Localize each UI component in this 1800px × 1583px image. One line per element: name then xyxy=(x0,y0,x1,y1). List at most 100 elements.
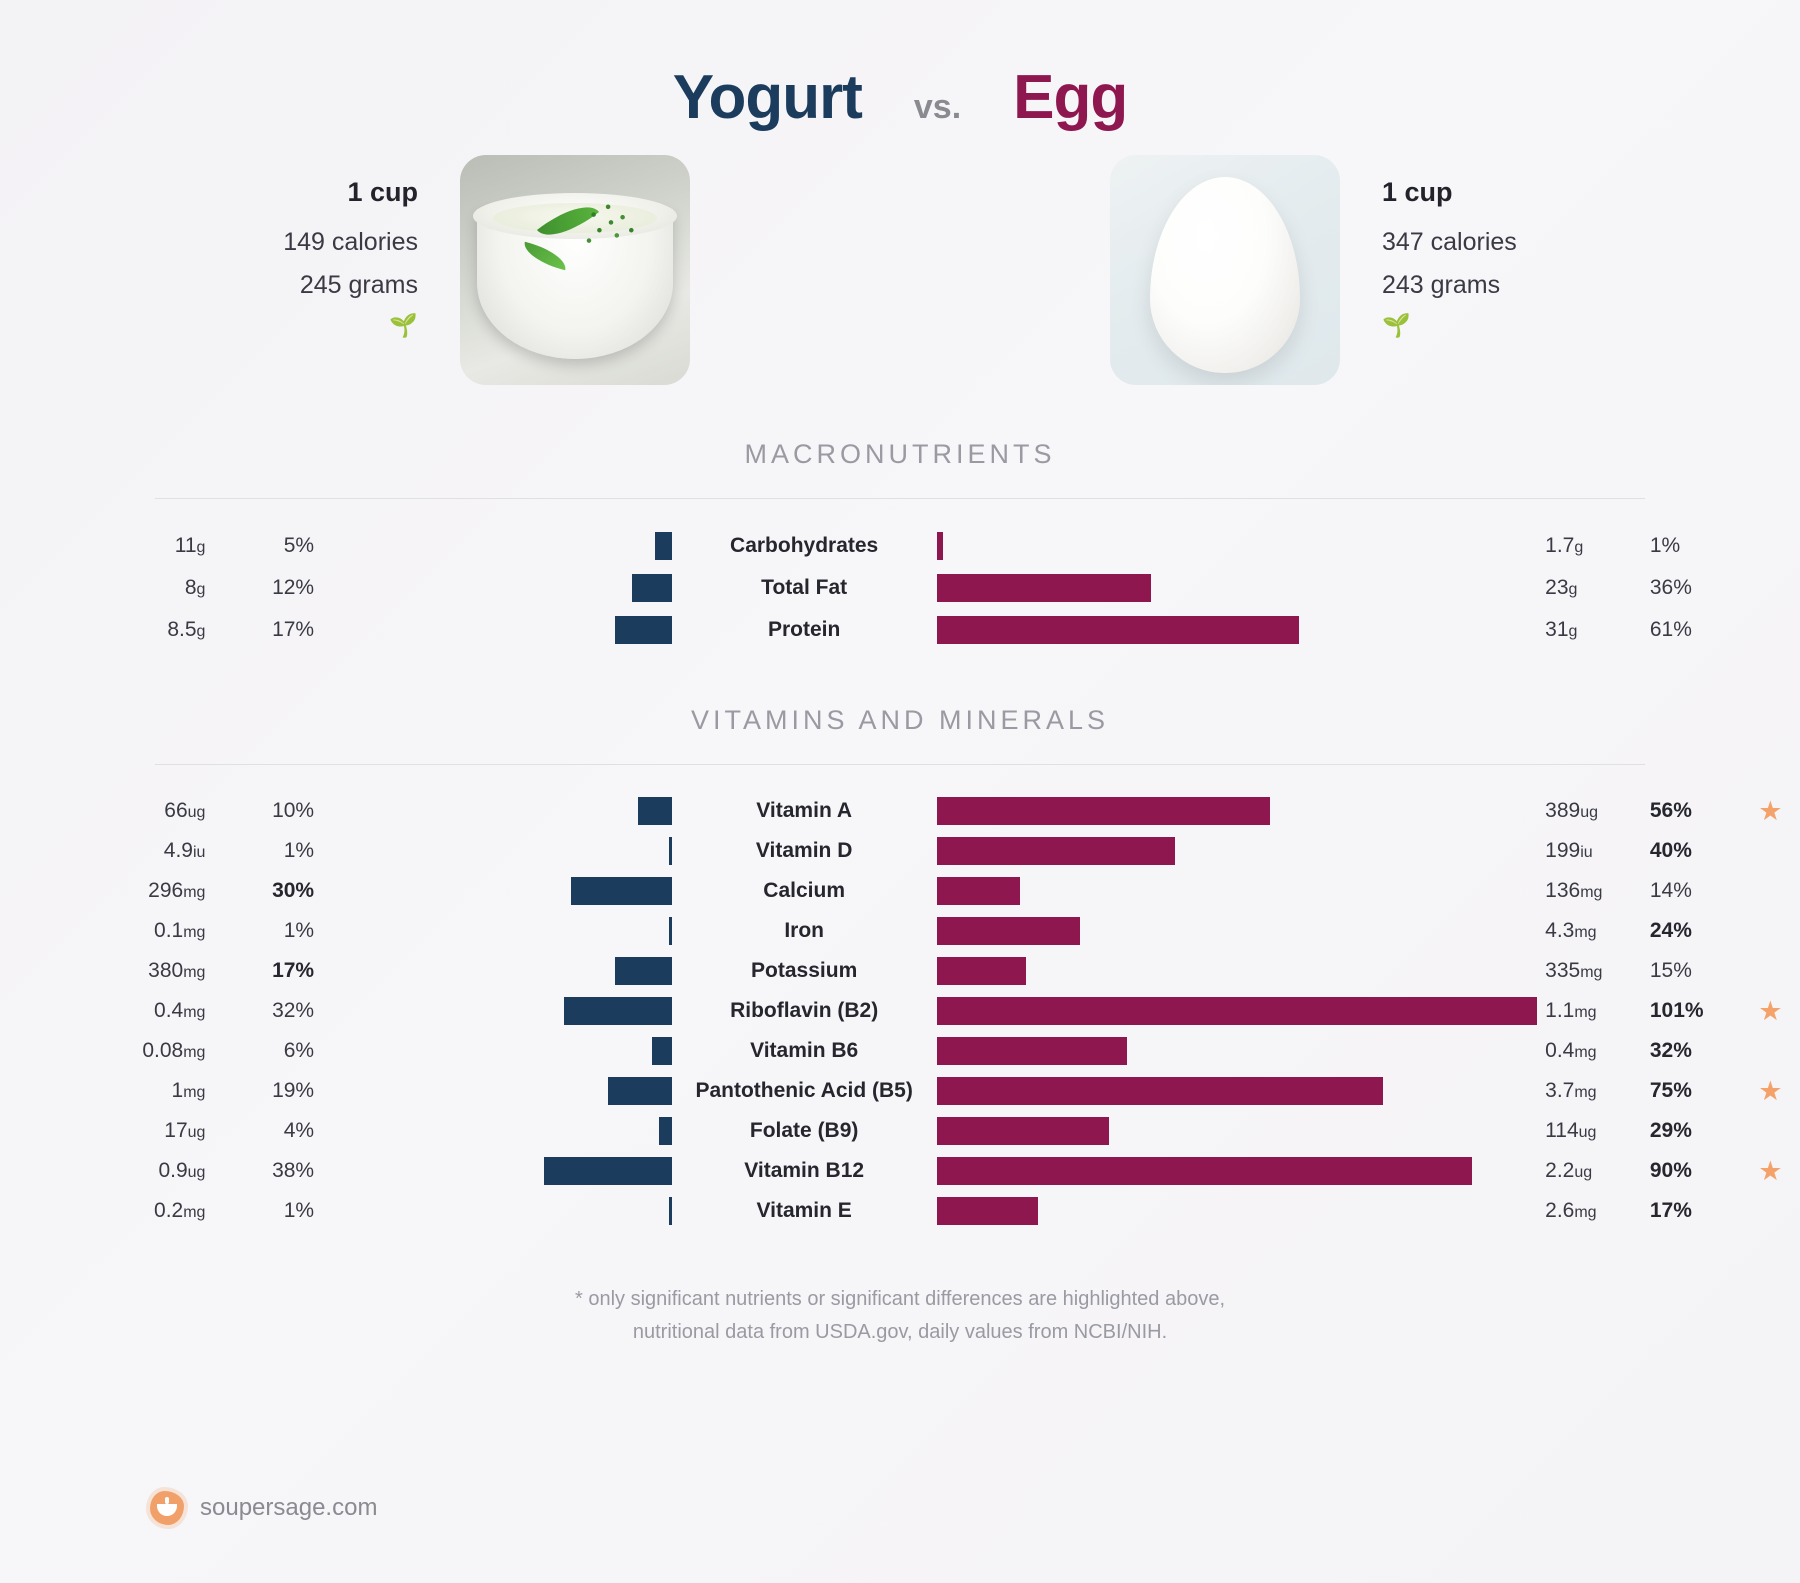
left-percent: 17% xyxy=(272,959,315,982)
left-bar xyxy=(651,1037,672,1065)
left-bar-cell xyxy=(314,957,680,985)
star-cell: ★ xyxy=(1741,1077,1800,1105)
brand[interactable]: soupersage.com xyxy=(150,1491,377,1525)
right-amount: 1.1mg xyxy=(1545,999,1597,1022)
left-amount: 66ug xyxy=(164,799,206,822)
left-unit: g xyxy=(196,581,206,598)
left-bar xyxy=(607,1077,672,1105)
right-bar xyxy=(936,532,943,560)
right-unit: mg xyxy=(1574,1084,1597,1101)
left-percent: 17% xyxy=(272,618,315,641)
right-bar xyxy=(936,616,1299,644)
left-bar-cell xyxy=(314,616,680,644)
left-bar xyxy=(614,957,672,985)
nutrient-row: 296mg 30% Calcium 136mg 14% xyxy=(0,871,1800,911)
left-unit: iu xyxy=(193,844,206,861)
left-bar-cell xyxy=(314,997,680,1025)
nutrient-name: Calcium xyxy=(763,879,845,902)
right-bar xyxy=(936,1037,1127,1065)
right-bar xyxy=(936,797,1270,825)
left-unit: ug xyxy=(187,1164,206,1181)
left-bar xyxy=(614,616,672,644)
right-bar xyxy=(936,917,1080,945)
left-bar xyxy=(668,837,672,865)
right-bar xyxy=(936,957,1026,985)
right-percent: 24% xyxy=(1649,919,1692,942)
food-header: 1 cup 149 calories 245 grams 🌱 1 cup xyxy=(0,155,1800,385)
right-percent: 36% xyxy=(1649,576,1692,599)
right-bar xyxy=(936,1077,1383,1105)
left-amount: 17ug xyxy=(164,1119,206,1142)
right-percent: 32% xyxy=(1649,1039,1692,1062)
nutrient-row: 0.08mg 6% Vitamin B6 0.4mg 32% xyxy=(0,1031,1800,1071)
right-bar-cell xyxy=(929,917,1542,945)
right-amount: 1.7g xyxy=(1545,534,1584,557)
nutrient-name: Folate (B9) xyxy=(749,1119,859,1142)
right-percent: 90% xyxy=(1649,1159,1692,1182)
right-percent: 61% xyxy=(1649,618,1692,641)
macronutrients-table: 11g 5% Carbohydrates 1.7g 1% 8g 12% Total Fat 23… xyxy=(0,525,1800,651)
star-icon: ★ xyxy=(1758,795,1783,826)
left-bar-cell xyxy=(314,574,680,602)
nutrient-name: Iron xyxy=(784,919,824,942)
left-amount: 0.2mg xyxy=(154,1199,206,1222)
left-percent: 19% xyxy=(272,1079,315,1102)
left-unit: ug xyxy=(187,1124,206,1141)
nutrient-row: 8.5g 17% Protein 31g 61% xyxy=(0,609,1800,651)
right-unit: ug xyxy=(1574,1164,1593,1181)
left-amount: 0.08mg xyxy=(142,1039,206,1062)
left-bar xyxy=(570,877,672,905)
star-icon: ★ xyxy=(1758,995,1783,1026)
right-amount: 2.2ug xyxy=(1545,1159,1593,1182)
vs-label: vs. xyxy=(913,88,962,126)
left-bar-cell xyxy=(314,797,680,825)
footnote: * only significant nutrients or signific… xyxy=(0,1283,1800,1349)
vitamins-minerals-table: 66ug 10% Vitamin A 389ug 56% ★ 4.9iu 1% Vitamin … xyxy=(0,791,1800,1231)
nutrient-name: Total Fat xyxy=(761,576,848,599)
right-percent: 75% xyxy=(1649,1079,1692,1102)
left-unit: mg xyxy=(183,1084,206,1101)
right-unit: mg xyxy=(1574,1204,1597,1221)
left-bar-cell xyxy=(314,837,680,865)
right-unit: g xyxy=(1568,581,1578,598)
nutrient-name: Vitamin B12 xyxy=(744,1159,865,1182)
left-bar xyxy=(668,1197,672,1225)
left-calories: 149 calories xyxy=(283,228,418,256)
left-percent: 6% xyxy=(283,1039,315,1062)
right-unit: g xyxy=(1568,623,1578,640)
left-bar-cell xyxy=(314,1077,680,1105)
nutrient-name: Pantothenic Acid (B5) xyxy=(695,1079,913,1102)
nutrient-row: 380mg 17% Potassium 335mg 15% xyxy=(0,951,1800,991)
right-unit: mg xyxy=(1574,1044,1597,1061)
left-amount: 4.9iu xyxy=(163,839,206,862)
right-serving: 1 cup xyxy=(1382,177,1453,207)
footnote-line-1: * only significant nutrients or signific… xyxy=(574,1288,1226,1310)
soup-bowl-logo-icon xyxy=(150,1491,184,1525)
right-percent: 101% xyxy=(1649,999,1704,1022)
right-bar-cell xyxy=(929,797,1542,825)
sprout-icon: 🌱 xyxy=(1382,312,1411,338)
nutrient-row: 17ug 4% Folate (B9) 114ug 29% xyxy=(0,1111,1800,1151)
right-unit: mg xyxy=(1580,884,1603,901)
right-bar xyxy=(936,574,1151,602)
left-amount: 380mg xyxy=(148,959,206,982)
nutrient-name: Vitamin B6 xyxy=(750,1039,859,1062)
right-percent: 1% xyxy=(1649,534,1681,557)
nutrient-name: Protein xyxy=(767,618,841,641)
right-unit: mg xyxy=(1574,1004,1597,1021)
right-bar-cell xyxy=(929,1157,1542,1185)
right-food-title: Egg xyxy=(1013,63,1128,132)
left-unit: mg xyxy=(183,964,206,981)
left-bar xyxy=(563,997,672,1025)
right-percent: 29% xyxy=(1649,1119,1692,1142)
left-percent: 12% xyxy=(272,576,315,599)
left-amount: 0.1mg xyxy=(154,919,206,942)
right-unit: g xyxy=(1574,539,1584,556)
vitamins-heading: VITAMINS AND MINERALS xyxy=(690,705,1110,735)
nutrient-name: Riboflavin (B2) xyxy=(730,999,879,1022)
right-bar xyxy=(936,1157,1472,1185)
left-unit: mg xyxy=(183,1004,206,1021)
macros-divider xyxy=(155,498,1645,499)
left-unit: mg xyxy=(183,884,206,901)
right-amount: 335mg xyxy=(1545,959,1603,982)
